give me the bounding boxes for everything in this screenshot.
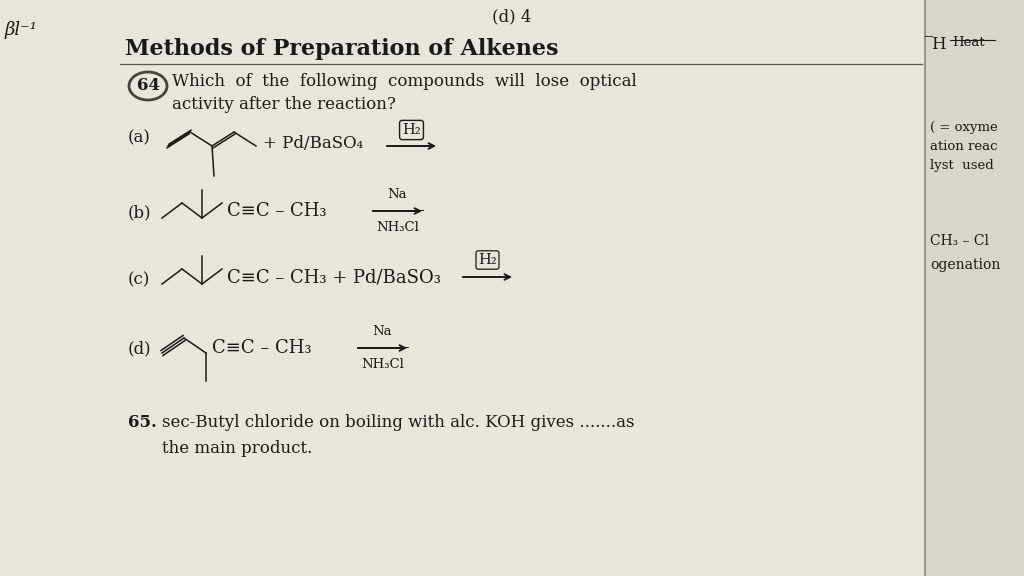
Text: NH₃Cl: NH₃Cl (376, 221, 419, 234)
Text: (d): (d) (128, 340, 152, 357)
Text: + Pd/BaSO₄: + Pd/BaSO₄ (263, 135, 364, 151)
Text: ation reac: ation reac (930, 140, 997, 153)
Text: 65.: 65. (128, 414, 157, 431)
Text: Na: Na (373, 325, 392, 338)
Text: C≡C – CH₃: C≡C – CH₃ (227, 202, 327, 220)
Text: (c): (c) (128, 271, 151, 288)
Text: H₂: H₂ (478, 253, 497, 267)
Text: (b): (b) (128, 204, 152, 221)
FancyBboxPatch shape (925, 0, 1024, 576)
FancyBboxPatch shape (0, 0, 925, 576)
Text: CH₃ – Cl: CH₃ – Cl (930, 234, 989, 248)
Text: Which  of  the  following  compounds  will  lose  optical: Which of the following compounds will lo… (172, 73, 637, 90)
Text: (d) 4: (d) 4 (493, 8, 531, 25)
Text: ( = oxyme: ( = oxyme (930, 121, 997, 134)
Text: activity after the reaction?: activity after the reaction? (172, 96, 396, 113)
Text: Heat: Heat (952, 36, 985, 49)
Text: C≡C – CH₃ + Pd/BaSO₃: C≡C – CH₃ + Pd/BaSO₃ (227, 268, 441, 286)
Text: ̅H: ̅H (932, 36, 946, 53)
Text: (a): (a) (128, 129, 151, 146)
Text: βl⁻¹: βl⁻¹ (5, 21, 38, 39)
Text: C≡C – CH₃: C≡C – CH₃ (212, 339, 311, 357)
Text: H₂: H₂ (402, 123, 421, 137)
Text: Na: Na (388, 188, 408, 201)
Text: sec-Butyl chloride on boiling with alc. KOH gives .......as: sec-Butyl chloride on boiling with alc. … (162, 414, 635, 431)
Text: Methods of Preparation of Alkenes: Methods of Preparation of Alkenes (125, 38, 558, 60)
Text: ogenation: ogenation (930, 258, 1000, 272)
Text: the main product.: the main product. (162, 440, 312, 457)
Text: 64: 64 (136, 78, 160, 94)
Text: lyst  used: lyst used (930, 159, 993, 172)
Text: NH₃Cl: NH₃Cl (361, 358, 403, 371)
